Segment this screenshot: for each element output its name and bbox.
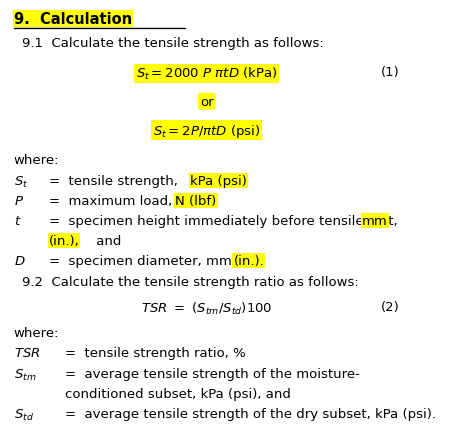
Text: $P$: $P$ xyxy=(14,195,24,207)
Text: =  specimen height immediately before tensile test,: = specimen height immediately before ten… xyxy=(49,215,401,227)
Text: (in.).: (in.). xyxy=(233,254,264,267)
Text: 9.  Calculation: 9. Calculation xyxy=(14,12,132,27)
Text: $S_{tm}$: $S_{tm}$ xyxy=(14,367,36,382)
Text: (1): (1) xyxy=(381,66,400,79)
Text: =  tensile strength ratio, %: = tensile strength ratio, % xyxy=(65,346,246,359)
Text: $S_t = 2000\ P\ \pi tD\ \mathrm{(kPa)}$: $S_t = 2000\ P\ \pi tD\ \mathrm{(kPa)}$ xyxy=(136,66,277,82)
Text: conditioned subset, kPa (psi), and: conditioned subset, kPa (psi), and xyxy=(65,387,291,400)
Text: $S_t = 2P/\pi tD\ \mathrm{(psi)}$: $S_t = 2P/\pi tD\ \mathrm{(psi)}$ xyxy=(153,123,260,140)
Text: and: and xyxy=(92,235,121,248)
Text: where:: where: xyxy=(14,327,59,340)
Text: $D$: $D$ xyxy=(14,254,25,267)
Text: $S_{td}$: $S_{td}$ xyxy=(14,407,34,422)
Text: 9.1  Calculate the tensile strength as follows:: 9.1 Calculate the tensile strength as fo… xyxy=(22,37,324,50)
Text: =  average tensile strength of the moisture-: = average tensile strength of the moistu… xyxy=(65,367,360,380)
Text: $TSR\ =\ (S_{tm}/S_{td})100$: $TSR\ =\ (S_{tm}/S_{td})100$ xyxy=(141,300,273,317)
Text: =  specimen diameter, mm: = specimen diameter, mm xyxy=(49,254,236,267)
Text: mm: mm xyxy=(362,215,388,227)
Text: or: or xyxy=(200,95,213,108)
Text: 9.2  Calculate the tensile strength ratio as follows:: 9.2 Calculate the tensile strength ratio… xyxy=(22,275,359,288)
Text: where:: where: xyxy=(14,154,59,167)
Text: $TSR$: $TSR$ xyxy=(14,346,40,359)
Text: (in.),: (in.), xyxy=(49,235,79,248)
Text: =  tensile strength,: = tensile strength, xyxy=(49,175,182,188)
Text: $S_t$: $S_t$ xyxy=(14,175,28,190)
Text: =  maximum load,: = maximum load, xyxy=(49,195,176,207)
Text: (2): (2) xyxy=(381,300,400,313)
Text: N (lbf): N (lbf) xyxy=(175,195,217,207)
Text: =  average tensile strength of the dry subset, kPa (psi).: = average tensile strength of the dry su… xyxy=(65,407,436,420)
Text: $t$: $t$ xyxy=(14,215,21,227)
Text: kPa (psi): kPa (psi) xyxy=(190,175,247,188)
